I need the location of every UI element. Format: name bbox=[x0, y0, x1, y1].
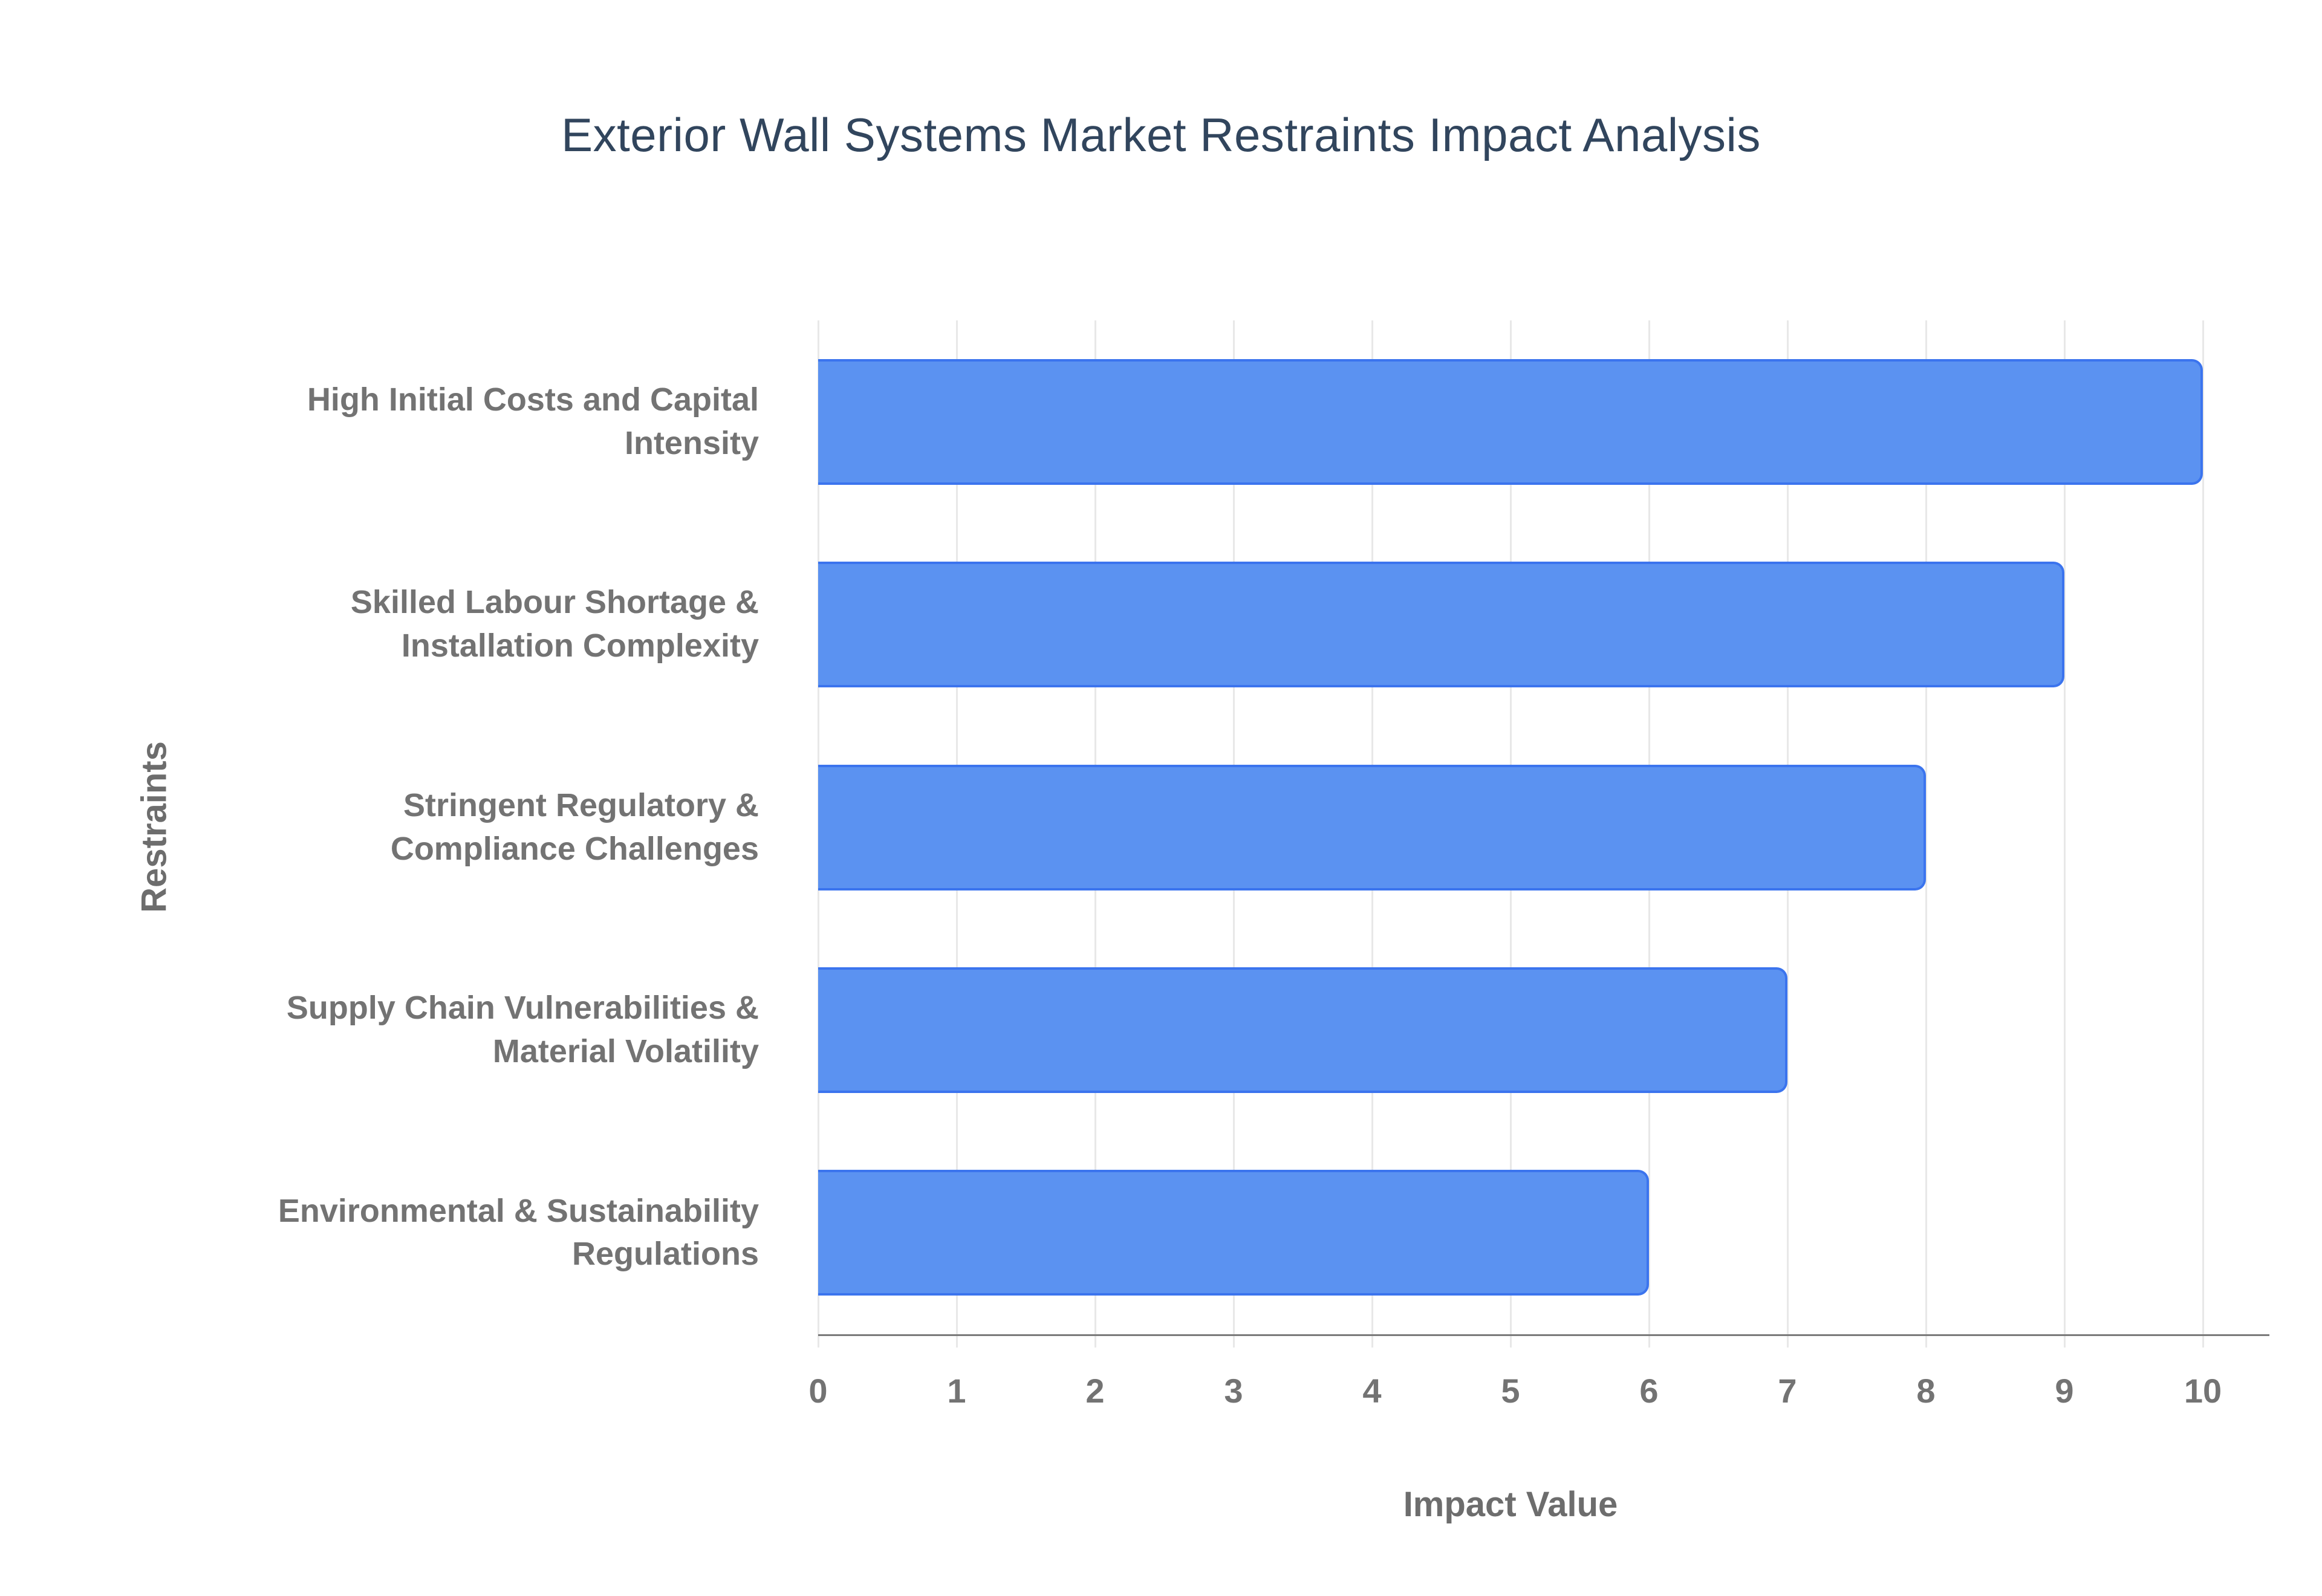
category-label: High Initial Costs and Capital Intensity bbox=[307, 381, 759, 461]
x-tick-label-10: 10 bbox=[2184, 1372, 2222, 1410]
x-axis-line bbox=[818, 1334, 2269, 1336]
x-tick-label-2: 2 bbox=[1085, 1372, 1105, 1410]
category-label: Supply Chain Vulnerabilities & Material … bbox=[286, 990, 759, 1069]
category-label: Environmental & Sustainability Regulatio… bbox=[278, 1192, 759, 1273]
x-tick-label-5: 5 bbox=[1501, 1372, 1520, 1410]
bar-row: Skilled Labour Shortage & Installation C… bbox=[0, 523, 2322, 725]
x-tick-label-7: 7 bbox=[1778, 1372, 1797, 1410]
bar-rows: High Initial Costs and Capital Intensity… bbox=[0, 320, 2322, 1334]
bar-4[interactable] bbox=[818, 967, 1787, 1093]
chart-title: Exterior Wall Systems Market Restraints … bbox=[561, 108, 1761, 161]
gridline-x-8 bbox=[1925, 320, 1927, 1348]
bar-3[interactable] bbox=[818, 764, 1926, 890]
bar-row: Environmental & Sustainability Regulatio… bbox=[0, 1132, 2322, 1334]
gridline-x-9 bbox=[2063, 320, 2066, 1348]
gridline-x-10 bbox=[2202, 320, 2204, 1348]
x-tick-label-6: 6 bbox=[1639, 1372, 1659, 1410]
bar-row: High Initial Costs and Capital Intensity bbox=[0, 320, 2322, 523]
bar-row: Stringent Regulatory & Compliance Challe… bbox=[0, 726, 2322, 929]
x-tick-label-8: 8 bbox=[1916, 1372, 1936, 1410]
y-axis-title: Restraints bbox=[134, 741, 174, 913]
bar-1[interactable] bbox=[818, 358, 2203, 485]
category-label: Skilled Labour Shortage & Installation C… bbox=[350, 584, 759, 664]
bar-row: Supply Chain Vulnerabilities & Material … bbox=[0, 929, 2322, 1131]
x-tick-label-4: 4 bbox=[1362, 1372, 1382, 1410]
x-tick-label-3: 3 bbox=[1224, 1372, 1243, 1410]
x-axis-title: Impact Value bbox=[1403, 1485, 1618, 1524]
bar-5[interactable] bbox=[818, 1170, 1649, 1296]
category-label: Stringent Regulatory & Compliance Challe… bbox=[390, 787, 759, 867]
x-tick-label-9: 9 bbox=[2055, 1372, 2074, 1410]
x-tick-label-0: 0 bbox=[808, 1372, 828, 1410]
bar-2[interactable] bbox=[818, 562, 2064, 688]
x-tick-label-1: 1 bbox=[947, 1372, 966, 1410]
